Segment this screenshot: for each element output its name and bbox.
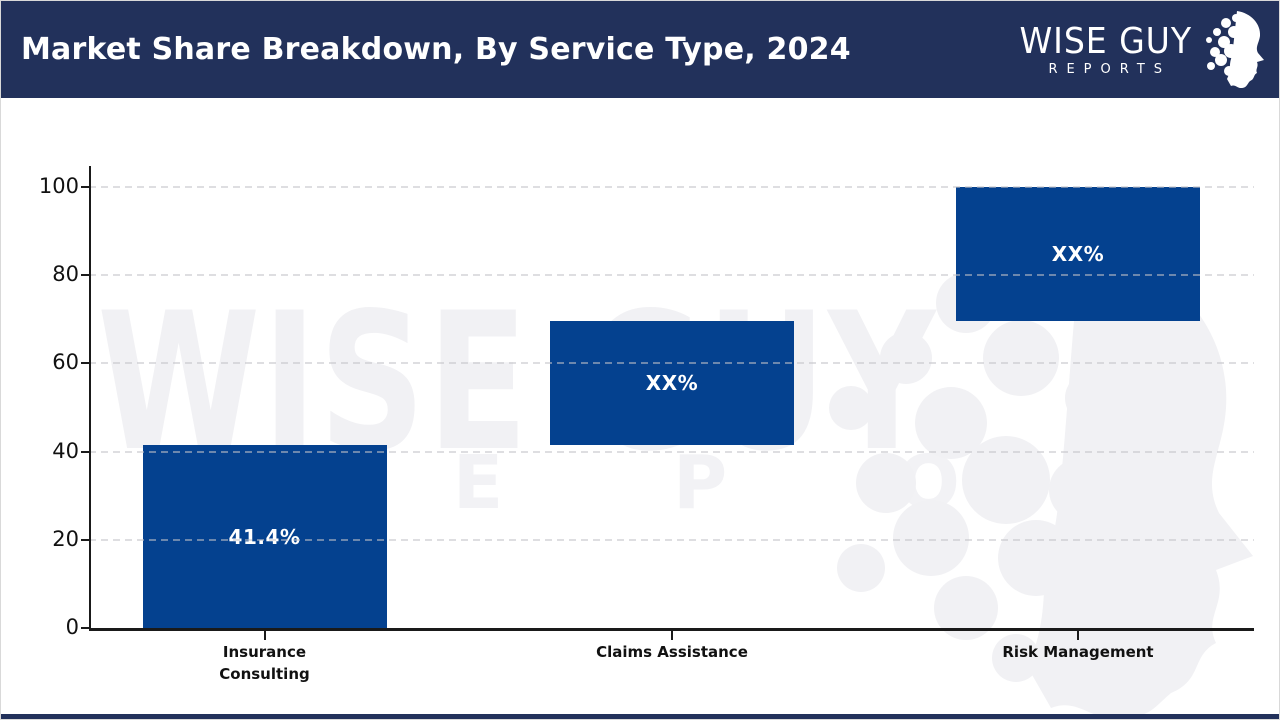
gridline (89, 274, 1254, 277)
logo-text: WISE GUY REPORTS (1012, 20, 1200, 77)
logo-subtitle: REPORTS (1048, 61, 1172, 77)
y-axis-tick-label: 100 (38, 174, 79, 198)
y-axis-tick-label: 60 (52, 350, 79, 375)
bar-value-label: XX% (645, 371, 699, 396)
wiseguy-face-icon (1206, 10, 1264, 88)
bar-value-label: XX% (1051, 242, 1105, 267)
category-label-claims-assistance: Claims Assistance (596, 643, 748, 661)
market-share-chart: WISE GUY R E P O R T S 02040608010041.4%… (1, 98, 1279, 716)
y-axis-tick (81, 538, 89, 541)
x-axis-line (89, 628, 1254, 631)
x-axis-tick (671, 631, 673, 640)
y-axis-tick (81, 627, 89, 629)
y-axis-line (89, 166, 91, 631)
logo-wordmark: WISE GUY (1019, 20, 1192, 62)
page-title: Market Share Breakdown, By Service Type,… (21, 32, 851, 67)
y-axis-tick (81, 450, 89, 453)
gridline (89, 362, 1254, 365)
y-axis-tick (81, 274, 89, 277)
gridline (89, 186, 1254, 188)
y-axis-tick-label: 80 (52, 262, 79, 287)
category-label-insurance-consulting: Insurance Consulting (219, 643, 310, 683)
y-axis-tick-label: 40 (52, 438, 79, 463)
gridline (89, 538, 1254, 541)
y-axis-tick-label: 20 (52, 526, 79, 551)
y-axis-tick (81, 362, 89, 365)
x-axis-tick (1077, 631, 1079, 640)
y-axis-tick (81, 186, 89, 188)
bar-value-label: 41.4% (228, 524, 301, 549)
header: Market Share Breakdown, By Service Type,… (1, 1, 1280, 98)
x-axis-tick (263, 631, 266, 640)
gridline (89, 450, 1254, 453)
bar-risk-management: XX% (956, 187, 1200, 322)
category-label-risk-management: Risk Management (1002, 643, 1154, 661)
bar-insurance-consulting: 41.4% (142, 445, 387, 628)
footer-bar (1, 714, 1279, 719)
wise-guy-reports-logo: WISE GUY REPORTS (1012, 10, 1280, 90)
y-axis-tick-label: 0 (65, 615, 79, 639)
bar-claims-assistance: XX% (550, 321, 794, 446)
